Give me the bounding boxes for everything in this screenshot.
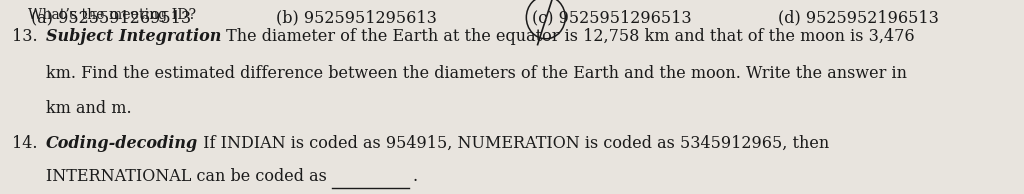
Text: Coding-decoding: Coding-decoding xyxy=(46,135,199,152)
Text: Subject Integration: Subject Integration xyxy=(46,28,221,45)
Text: 14.: 14. xyxy=(12,135,38,152)
Text: (d) 9525952196513: (d) 9525952196513 xyxy=(778,9,939,26)
Text: What’s the meeting ID?: What’s the meeting ID? xyxy=(10,8,197,22)
Text: (a) 9525591269513: (a) 9525591269513 xyxy=(31,9,190,26)
Text: (c) 9525951296513: (c) 9525951296513 xyxy=(532,9,692,26)
Text: 13.: 13. xyxy=(12,28,38,45)
Text: km and m.: km and m. xyxy=(10,100,132,117)
Text: (b) 9525951295613: (b) 9525951295613 xyxy=(276,9,437,26)
Text: INTERNATIONAL can be coded as: INTERNATIONAL can be coded as xyxy=(10,168,327,185)
Text: The diameter of the Earth at the equator is 12,758 km and that of the moon is 3,: The diameter of the Earth at the equator… xyxy=(221,28,915,45)
Text: km. Find the estimated difference between the diameters of the Earth and the moo: km. Find the estimated difference betwee… xyxy=(10,65,907,82)
Text: .: . xyxy=(412,168,417,185)
Text: If INDIAN is coded as 954915, NUMERATION is coded as 5345912965, then: If INDIAN is coded as 954915, NUMERATION… xyxy=(199,135,829,152)
